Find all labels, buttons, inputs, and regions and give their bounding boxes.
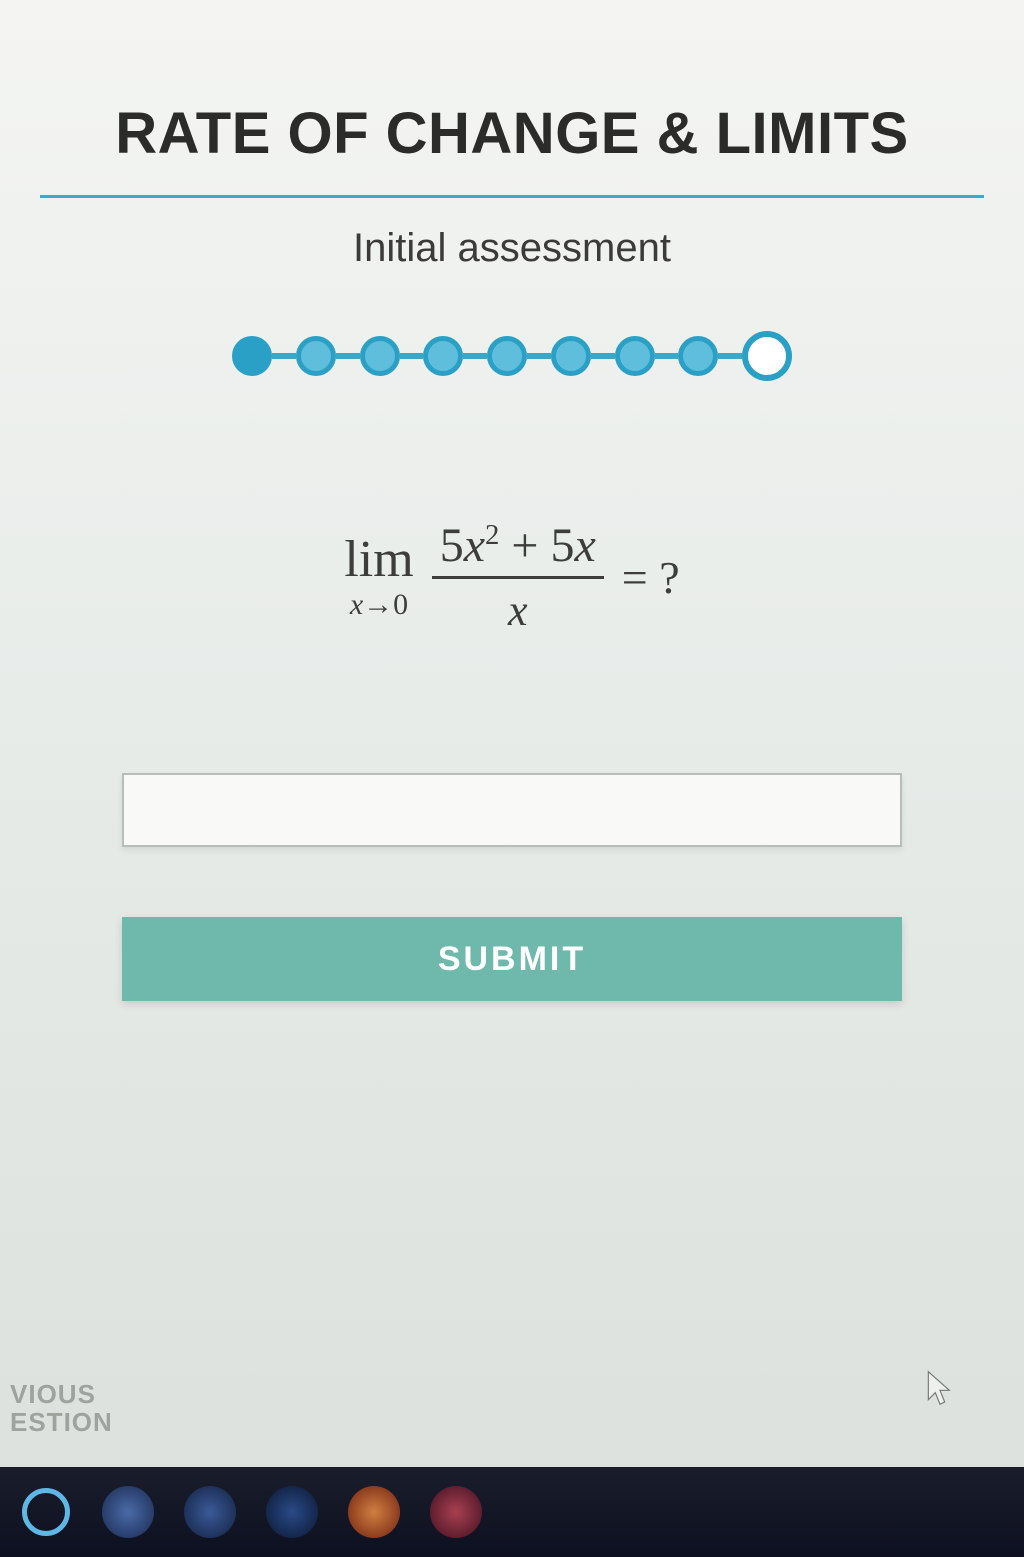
question-expression: lim x→0 5x2 + 5x x = ? [40, 521, 984, 633]
progress-dot [296, 336, 336, 376]
progress-dot [423, 336, 463, 376]
fraction: 5x2 + 5x x [432, 521, 604, 633]
limit-operator: lim x→0 [344, 534, 413, 620]
taskbar-app-icon[interactable] [184, 1486, 236, 1538]
page-title: RATE OF CHANGE & LIMITS [40, 100, 984, 198]
submit-button[interactable]: SUBMIT [122, 917, 902, 1001]
progress-bar-segment [336, 353, 360, 359]
numerator: 5x2 + 5x [432, 521, 604, 579]
taskbar-app-icon[interactable] [430, 1486, 482, 1538]
cortana-icon[interactable] [20, 1486, 72, 1538]
taskbar-app-icon[interactable] [102, 1486, 154, 1538]
denominator: x [508, 579, 528, 633]
lim-label: lim [344, 534, 413, 586]
progress-dot [551, 336, 591, 376]
taskbar-app-icon[interactable] [266, 1486, 318, 1538]
progress-dot [487, 336, 527, 376]
progress-bar-segment [655, 353, 679, 359]
app-screen: RATE OF CHANGE & LIMITS Initial assessme… [0, 0, 1024, 1557]
progress-dot [232, 336, 272, 376]
prev-line-1: VIOUS [10, 1380, 113, 1409]
previous-question-link[interactable]: VIOUS ESTION [10, 1380, 113, 1437]
answer-input[interactable] [122, 773, 902, 847]
progress-bar-segment [591, 353, 615, 359]
equals-question: = ? [622, 551, 680, 604]
taskbar-app-icon[interactable] [348, 1486, 400, 1538]
progress-indicator [232, 331, 792, 381]
progress-bar-segment [463, 353, 487, 359]
progress-bar-segment [272, 353, 296, 359]
progress-dot [615, 336, 655, 376]
prev-line-2: ESTION [10, 1408, 113, 1437]
answer-container [122, 773, 902, 847]
page-subtitle: Initial assessment [40, 226, 984, 271]
progress-bar-segment [718, 353, 742, 359]
windows-taskbar[interactable] [0, 1467, 1024, 1557]
progress-dot [742, 331, 792, 381]
progress-bar-segment [400, 353, 424, 359]
mouse-cursor-icon [926, 1369, 954, 1407]
lim-subscript: x→0 [350, 590, 408, 620]
progress-bar-segment [527, 353, 551, 359]
progress-dot [360, 336, 400, 376]
progress-dot [678, 336, 718, 376]
